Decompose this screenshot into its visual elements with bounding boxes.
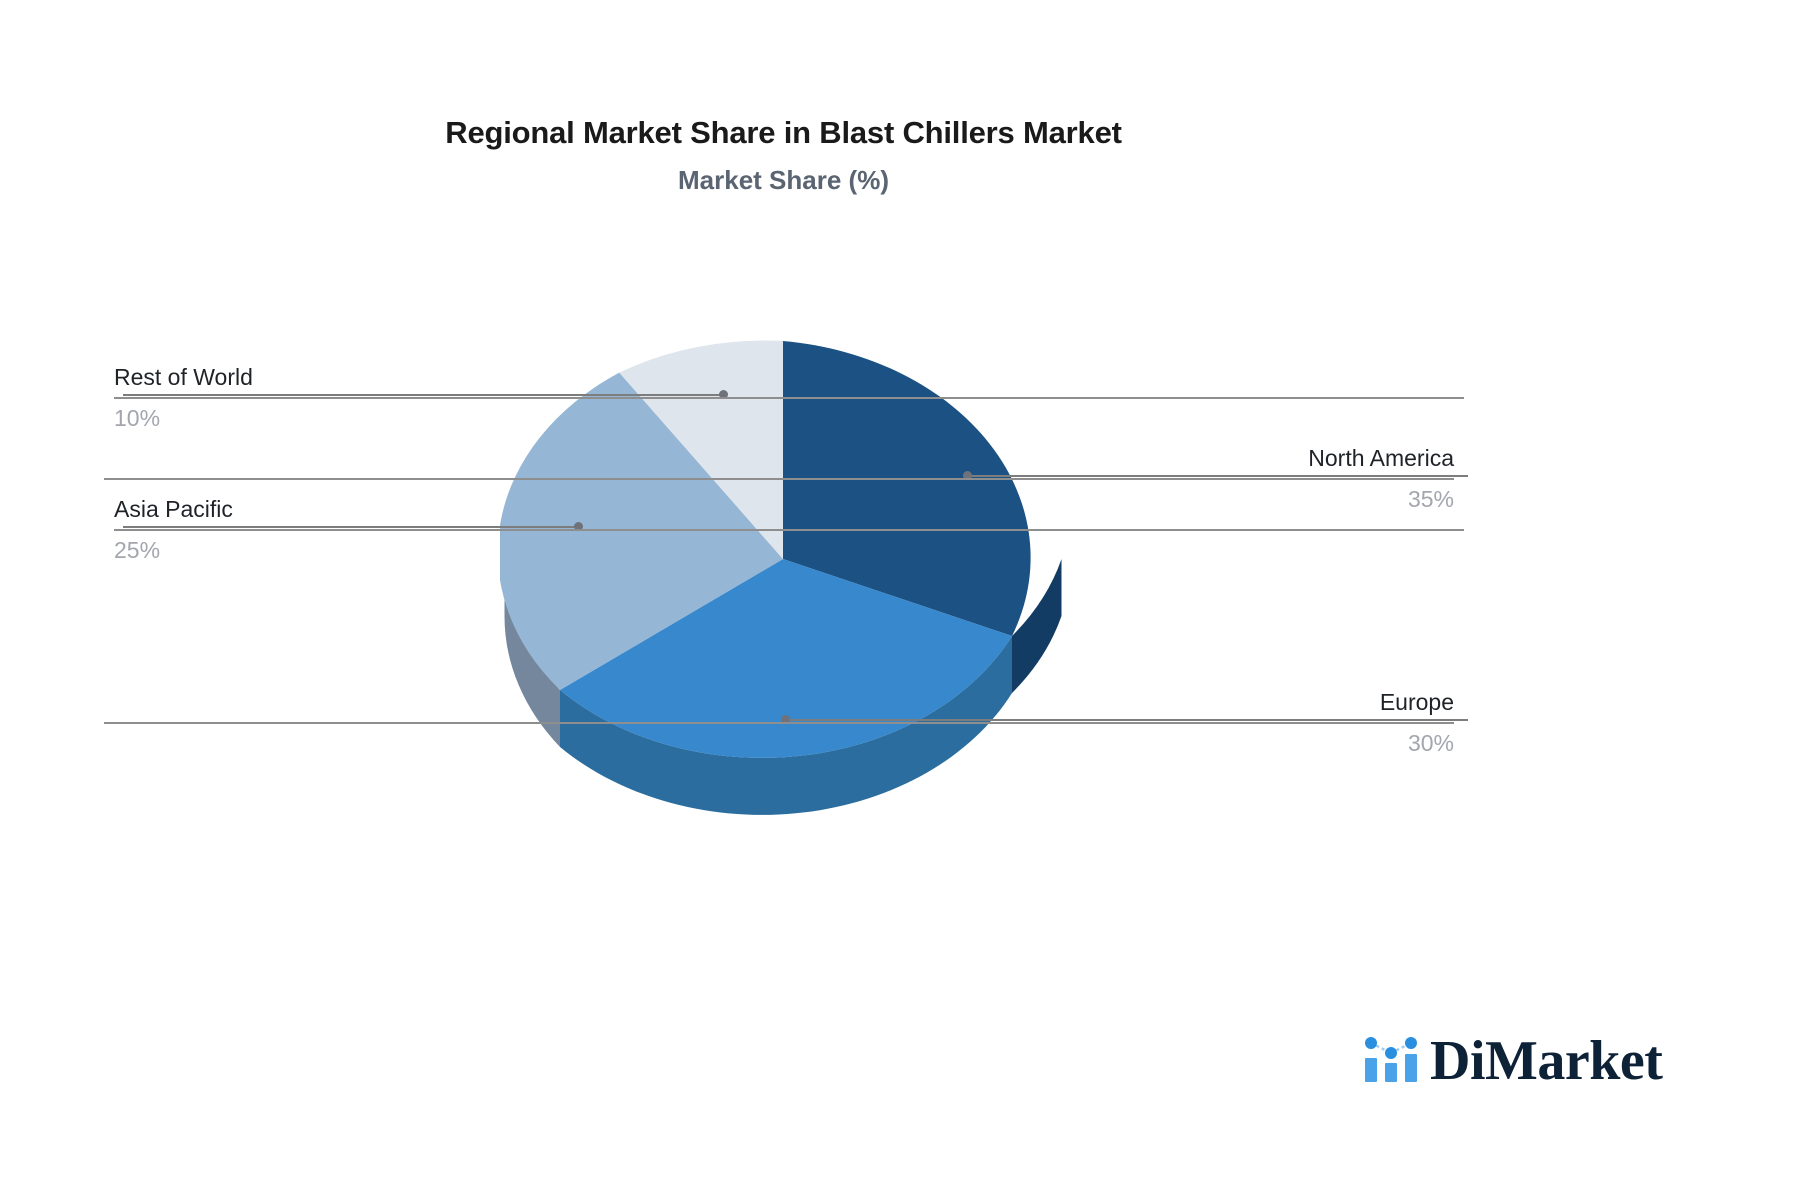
bar-chart-logo-svg [1365, 1037, 1417, 1082]
callout-value-europe: 30% [1407, 730, 1454, 756]
pie-side-europe [560, 636, 1012, 815]
leader-dot-asia-pacific [574, 522, 583, 531]
pie-slice-north-america[interactable] [783, 341, 1031, 636]
callout-asia-pacific: Asia Pacific 25% [114, 494, 1464, 565]
brand-name: DiMarket [1430, 1029, 1663, 1092]
pie-slice-asia-pacific[interactable] [500, 372, 783, 690]
callout-value-rest-of-world: 10% [114, 405, 161, 431]
brand-logo: DiMarket [1362, 1029, 1663, 1092]
pie-chart-svg [500, 340, 1062, 815]
bar-chart-logo-icon [1362, 1032, 1420, 1089]
leader-dot-north-america [963, 471, 972, 480]
callout-label-rest-of-world: Rest of World [114, 364, 253, 390]
callout-label-north-america: North America [1308, 445, 1454, 471]
callout-value-asia-pacific: 25% [114, 537, 161, 563]
pie-side-north-america [1012, 559, 1062, 693]
callout-rule-europe [104, 722, 1454, 724]
leader-dot-rest-of-world [719, 390, 728, 399]
callout-label-asia-pacific: Asia Pacific [114, 496, 233, 522]
leader-line-europe [785, 719, 1468, 721]
callout-rest-of-world: Rest of World 10% [114, 362, 1464, 433]
chart-subtitle: Market Share (%) [678, 165, 889, 195]
leader-dot-europe [781, 715, 790, 724]
pie-chart [500, 322, 1066, 822]
pie-slice-europe[interactable] [560, 559, 1012, 758]
callout-rule-north-america [104, 478, 1454, 480]
callout-value-north-america: 35% [1407, 486, 1454, 512]
page-title: Regional Market Share in Blast Chillers … [445, 115, 1122, 150]
callout-north-america: North America 35% [104, 443, 1454, 514]
leader-line-north-america [968, 475, 1468, 477]
callout-rule-asia-pacific [114, 529, 1464, 531]
callout-europe: Europe 30% [104, 687, 1454, 758]
pie-side-asia-pacific [504, 559, 560, 747]
callout-rule-rest-of-world [114, 397, 1464, 399]
callout-label-europe: Europe [1379, 689, 1454, 715]
leader-line-rest-of-world [123, 394, 726, 396]
leader-line-asia-pacific [123, 526, 581, 528]
